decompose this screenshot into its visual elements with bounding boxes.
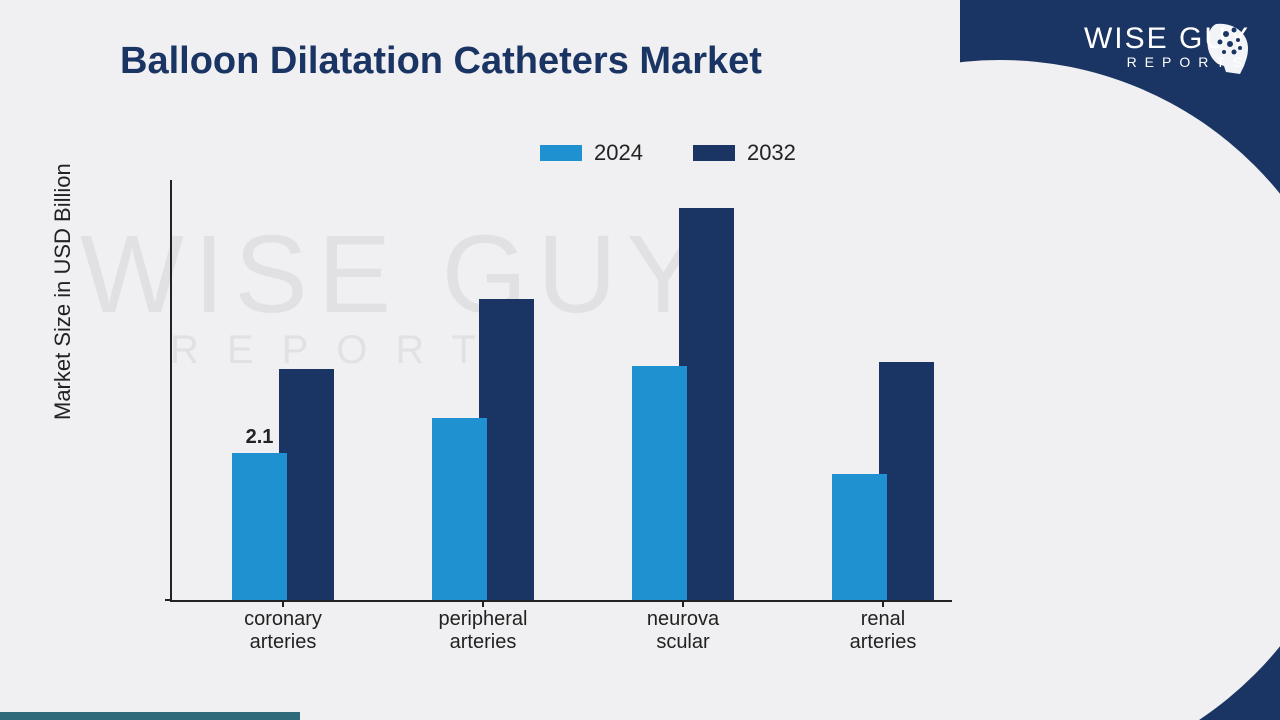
x-axis-label: neurovascular [603, 608, 763, 654]
x-tick [682, 600, 684, 607]
bar-2032 [879, 362, 934, 600]
bar-2024 [232, 453, 287, 600]
legend-label-2024: 2024 [594, 140, 643, 166]
x-axis-label: peripheralarteries [403, 608, 563, 654]
bar-group: peripheralarteries [432, 299, 534, 600]
chart-area: Market Size in USD Billion 2024 2032 2.1… [60, 120, 960, 680]
bar-2032 [479, 299, 534, 600]
plot-area: 2.1coronaryarteries peripheralarteries neu… [170, 180, 952, 602]
legend-label-2032: 2032 [747, 140, 796, 166]
legend: 2024 2032 [540, 140, 796, 166]
x-tick [882, 600, 884, 607]
page-title: Balloon Dilatation Catheters Market [120, 40, 762, 83]
brand-logo: WISE GUY REPORTS [1084, 22, 1250, 70]
x-axis-label: coronaryarteries [203, 608, 363, 654]
bar-2024 [432, 418, 487, 600]
legend-item-2024: 2024 [540, 140, 643, 166]
bar-group: 2.1coronaryarteries [232, 369, 334, 600]
bar-group: neurovascular [632, 208, 734, 600]
bar-2024 [832, 474, 887, 600]
x-tick [282, 600, 284, 607]
bar-group: renalarteries [832, 362, 934, 600]
bar-2024 [632, 366, 687, 601]
y-axis-label: Market Size in USD Billion [50, 163, 76, 420]
bar-2032 [279, 369, 334, 600]
canvas: WISE GUY REPORTS Balloon Dilatation Cath… [0, 0, 1280, 720]
legend-swatch-2032 [693, 145, 735, 161]
legend-swatch-2024 [540, 145, 582, 161]
legend-item-2032: 2032 [693, 140, 796, 166]
y-tick [165, 599, 172, 601]
bar-value-label: 2.1 [246, 426, 274, 449]
bar-2032 [679, 208, 734, 600]
x-tick [482, 600, 484, 607]
x-axis-label: renalarteries [803, 608, 963, 654]
brand-head-icon [1196, 18, 1256, 78]
bottom-accent-bar [0, 712, 300, 720]
